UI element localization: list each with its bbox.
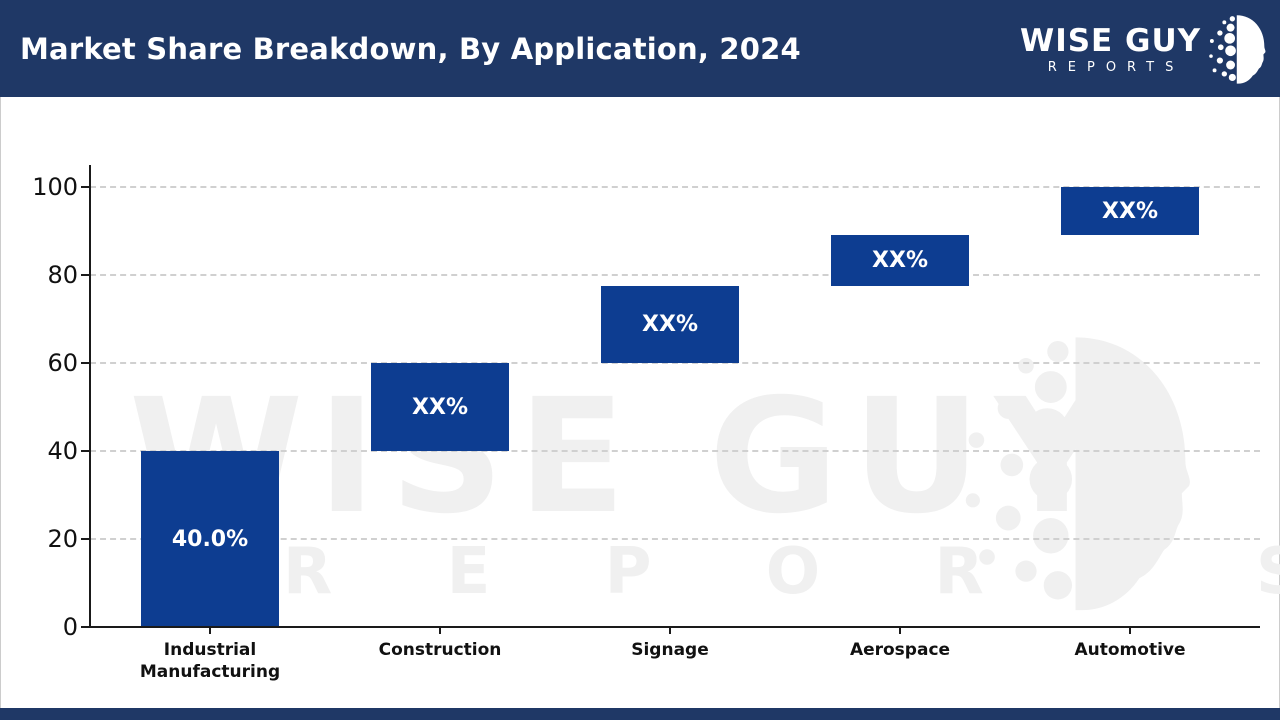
x-category-label-line: Aerospace <box>849 640 951 660</box>
bar-automotive: XX% <box>1061 187 1199 236</box>
y-tick-mark-60 <box>81 362 90 364</box>
bar-industrial-manufacturing: 40.0% <box>141 451 279 627</box>
x-category-label-line: Construction <box>378 640 502 660</box>
gridline-80 <box>90 274 1260 276</box>
bar-aerospace: XX% <box>831 235 969 286</box>
logo-subtext: REPORTS <box>1047 59 1185 75</box>
logo-face-icon <box>1209 15 1266 84</box>
x-category-label-line: Industrial <box>163 640 257 660</box>
y-tick-label-100: 100 <box>32 173 78 201</box>
chart-title: Market Share Breakdown, By Application, … <box>20 31 801 66</box>
bar-value-label: XX% <box>412 394 468 420</box>
x-category-label: Aerospace <box>790 639 1010 661</box>
gridline-40 <box>90 450 1260 452</box>
header: Market Share Breakdown, By Application, … <box>0 0 1280 97</box>
bar-signage: XX% <box>601 286 739 363</box>
wiseguy-logo: WISE GUY REPORTS <box>1020 6 1270 92</box>
y-tick-label-80: 80 <box>47 261 78 289</box>
y-tick-label-40: 40 <box>47 437 78 465</box>
bar-value-label: XX% <box>872 248 928 274</box>
gridline-100 <box>90 186 1260 188</box>
y-tick-label-0: 0 <box>62 613 78 641</box>
logo-wordmark: WISE GUY <box>1020 22 1202 59</box>
gridline-60 <box>90 362 1260 364</box>
logo-text: WISE GUY REPORTS <box>1020 24 1201 75</box>
x-tick-mark-0 <box>209 627 211 634</box>
y-tick-mark-20 <box>81 538 90 540</box>
x-tick-mark-2 <box>669 627 671 634</box>
x-category-label: Construction <box>330 639 550 661</box>
x-tick-mark-3 <box>899 627 901 634</box>
y-tick-mark-40 <box>81 450 90 452</box>
x-category-label: Signage <box>560 639 780 661</box>
x-tick-mark-4 <box>1129 627 1131 634</box>
bar-construction: XX% <box>371 363 509 451</box>
x-category-label: Automotive <box>1020 639 1240 661</box>
y-tick-label-20: 20 <box>47 525 78 553</box>
y-tick-mark-80 <box>81 274 90 276</box>
x-tick-mark-1 <box>439 627 441 634</box>
x-category-label-line: Signage <box>631 640 709 660</box>
x-category-label: Industrial Manufacturing <box>100 639 320 683</box>
gridline-20 <box>90 538 1260 540</box>
bar-value-label: 40.0% <box>171 526 249 552</box>
footer-bar <box>0 708 1280 720</box>
y-tick-label-60: 60 <box>47 349 78 377</box>
y-tick-mark-100 <box>81 186 90 188</box>
x-category-label-line: Automotive <box>1074 640 1186 660</box>
x-axis-line <box>89 626 1260 628</box>
bar-value-label: XX% <box>1102 198 1158 224</box>
y-tick-mark-0 <box>81 626 90 628</box>
y-axis-line <box>89 165 91 628</box>
bar-value-label: XX% <box>642 312 698 337</box>
x-category-label-line: Manufacturing <box>139 662 281 682</box>
